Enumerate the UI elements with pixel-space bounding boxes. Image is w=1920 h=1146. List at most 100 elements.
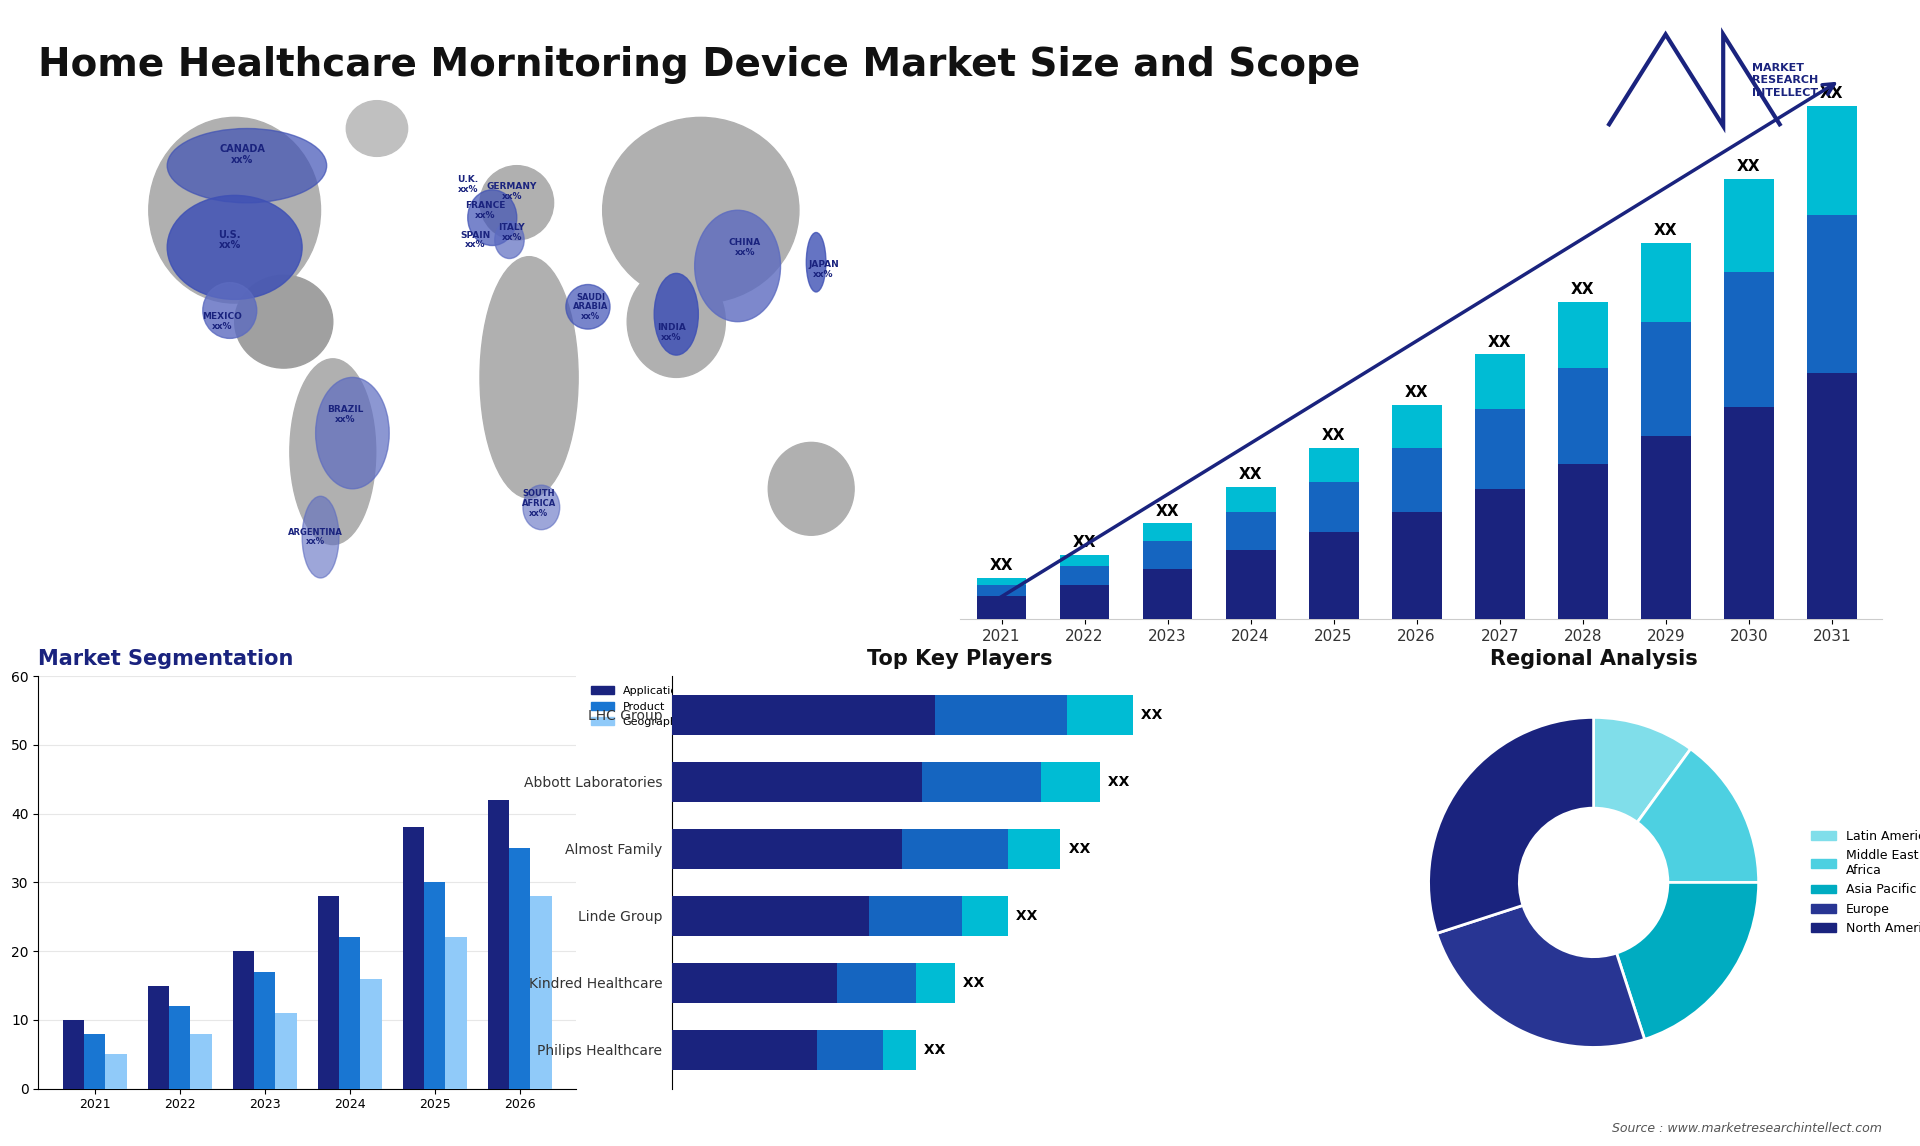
Ellipse shape [204, 283, 257, 338]
Bar [837, 963, 916, 1003]
Bar [1008, 829, 1060, 869]
Bar [1724, 273, 1774, 407]
Bar [672, 963, 837, 1003]
Wedge shape [1617, 882, 1759, 1039]
Bar [672, 762, 922, 802]
Ellipse shape [566, 284, 611, 329]
Ellipse shape [315, 377, 390, 489]
Text: XX: XX [1405, 385, 1428, 400]
Text: XX: XX [1653, 223, 1678, 238]
Bar [1041, 762, 1100, 802]
Ellipse shape [468, 190, 516, 245]
Text: XX: XX [958, 976, 985, 990]
Ellipse shape [628, 266, 726, 377]
Bar [1225, 487, 1275, 511]
Bar [340, 937, 361, 1089]
Bar [1309, 448, 1359, 482]
Bar [509, 848, 530, 1089]
Bar [253, 972, 275, 1089]
Bar [1225, 550, 1275, 619]
Ellipse shape [695, 210, 781, 322]
Bar [1142, 523, 1192, 541]
Bar [1557, 301, 1607, 368]
Text: XX: XX [991, 558, 1014, 573]
Text: XX: XX [1156, 503, 1179, 518]
Bar [962, 896, 1008, 936]
Bar [1807, 372, 1857, 619]
Bar [672, 1030, 816, 1070]
Bar [816, 1030, 883, 1070]
Bar [1724, 179, 1774, 273]
Bar [672, 694, 935, 735]
Bar [1309, 482, 1359, 532]
Text: XX: XX [1321, 429, 1346, 444]
Text: XX: XX [1073, 535, 1096, 550]
Text: Home Healthcare Mornitoring Device Market Size and Scope: Home Healthcare Mornitoring Device Marke… [38, 46, 1361, 84]
Ellipse shape [768, 442, 854, 535]
Title: Regional Analysis: Regional Analysis [1490, 649, 1697, 669]
Bar [1724, 407, 1774, 619]
Bar [488, 800, 509, 1089]
Text: MARKET
RESEARCH
INTELLECT: MARKET RESEARCH INTELLECT [1751, 63, 1818, 97]
Wedge shape [1594, 717, 1692, 823]
Wedge shape [1436, 905, 1645, 1047]
Bar [1475, 409, 1524, 489]
Bar [977, 596, 1027, 619]
Bar [530, 896, 551, 1089]
Ellipse shape [480, 166, 553, 240]
Text: XX: XX [1238, 468, 1261, 482]
Bar [672, 829, 902, 869]
Bar [1225, 511, 1275, 550]
Bar [916, 963, 954, 1003]
Bar [1642, 322, 1692, 437]
Text: FRANCE
xx%: FRANCE xx% [465, 201, 505, 220]
Text: XX: XX [1571, 282, 1594, 297]
Bar [319, 896, 340, 1089]
Legend: Latin America, Middle East &
Africa, Asia Pacific, Europe, North America: Latin America, Middle East & Africa, Asi… [1807, 825, 1920, 940]
Bar [1557, 464, 1607, 619]
Bar [1060, 555, 1110, 566]
Ellipse shape [234, 275, 332, 368]
Text: XX: XX [920, 1043, 945, 1057]
Bar [672, 896, 870, 936]
Bar [148, 986, 169, 1089]
Bar [403, 827, 424, 1089]
Legend: Application, Product, Geography: Application, Product, Geography [588, 682, 689, 731]
Bar [977, 578, 1027, 584]
Ellipse shape [301, 496, 340, 578]
Text: U.S.
xx%: U.S. xx% [219, 229, 242, 250]
Bar [445, 937, 467, 1089]
Text: GERMANY
xx%: GERMANY xx% [486, 182, 538, 201]
Bar [1060, 584, 1110, 619]
Wedge shape [1428, 717, 1594, 933]
Bar [63, 1020, 84, 1089]
Bar [84, 1034, 106, 1089]
Bar [424, 882, 445, 1089]
Ellipse shape [522, 485, 561, 529]
Bar [1392, 405, 1442, 448]
Bar [232, 951, 253, 1089]
Bar [1392, 511, 1442, 619]
Text: SPAIN
xx%: SPAIN xx% [461, 230, 490, 250]
Wedge shape [1638, 749, 1759, 882]
Bar [1309, 532, 1359, 619]
Bar [1475, 489, 1524, 619]
Text: XX: XX [1012, 909, 1037, 923]
Text: XX: XX [1488, 335, 1511, 350]
Text: BRAZIL
xx%: BRAZIL xx% [326, 406, 363, 424]
Text: XX: XX [1064, 842, 1091, 856]
Text: SOUTH
AFRICA
xx%: SOUTH AFRICA xx% [522, 489, 557, 518]
Text: CANADA
xx%: CANADA xx% [219, 144, 265, 165]
Bar [1142, 568, 1192, 619]
Title: Top Key Players: Top Key Players [868, 649, 1052, 669]
Bar [922, 762, 1041, 802]
Ellipse shape [290, 359, 376, 544]
Bar [883, 1030, 916, 1070]
Text: ITALY
xx%: ITALY xx% [499, 223, 526, 242]
Text: JAPAN
xx%: JAPAN xx% [808, 260, 839, 278]
Text: XX: XX [1738, 159, 1761, 174]
Bar [190, 1034, 211, 1089]
Bar [106, 1054, 127, 1089]
Bar [361, 979, 382, 1089]
Text: XX: XX [1104, 775, 1129, 788]
